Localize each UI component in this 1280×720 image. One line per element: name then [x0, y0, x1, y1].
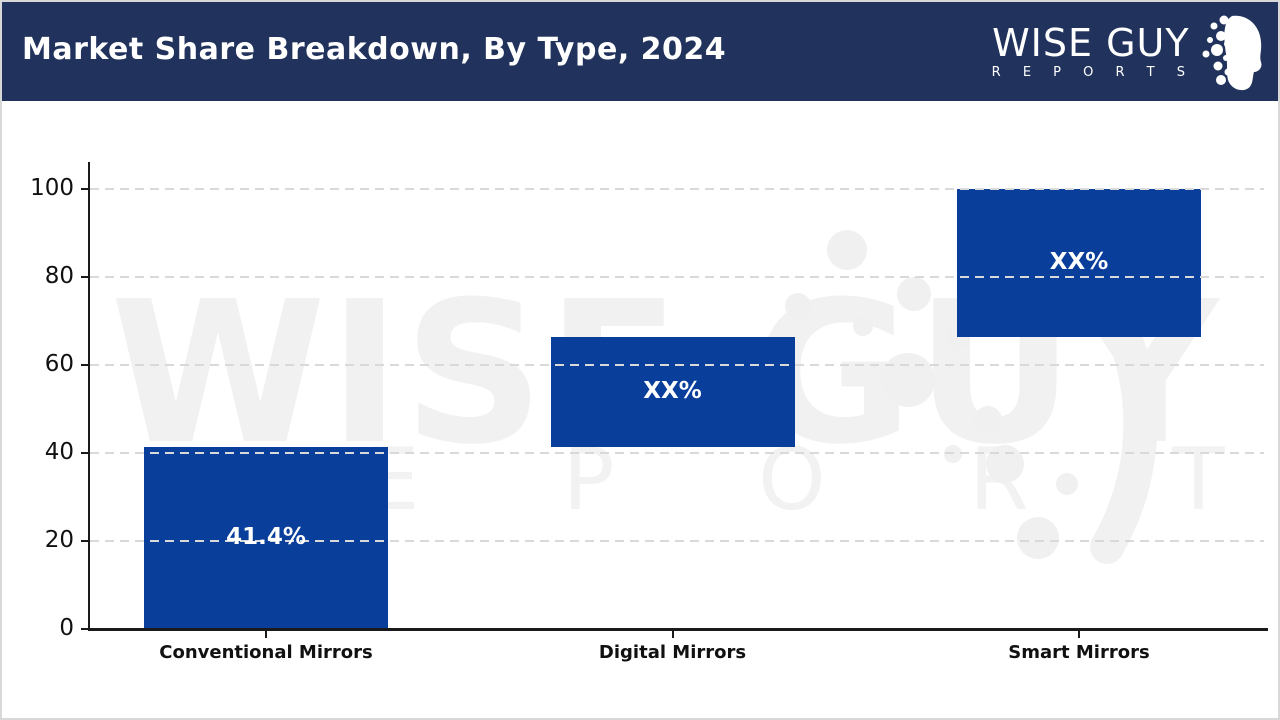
bar-value-label: XX%	[643, 378, 702, 405]
bar	[550, 337, 795, 447]
grid-line	[90, 452, 1264, 454]
y-tick-label: 40	[44, 439, 74, 465]
x-tick-label: Digital Mirrors	[598, 642, 747, 663]
y-axis-tick	[81, 364, 89, 366]
y-axis-tick	[81, 628, 89, 630]
brand-face-icon	[1202, 15, 1262, 91]
y-tick-label: 20	[44, 527, 74, 553]
grid-line	[90, 540, 1264, 542]
brand-subname: R E P O R T S	[991, 65, 1194, 80]
bar-value-label: XX%	[1049, 249, 1109, 276]
y-axis-line	[88, 162, 90, 630]
y-axis-tick	[81, 540, 89, 542]
grid-line	[90, 364, 1264, 366]
grid-line	[90, 188, 1264, 190]
x-tick-label: Conventional Mirrors	[159, 642, 373, 663]
y-axis-tick	[81, 452, 89, 454]
y-tick-label: 0	[59, 615, 74, 641]
bar	[144, 446, 388, 629]
x-axis-tick	[671, 630, 674, 638]
y-tick-label: 60	[44, 351, 74, 377]
y-tick-label: 100	[30, 175, 74, 201]
y-axis-tick	[81, 276, 89, 278]
brand-name: WISE GUY	[992, 21, 1190, 65]
brand-logo-text: WISE GUY R E P O R T S	[988, 24, 1194, 80]
y-axis-tick	[81, 188, 89, 190]
chart-title: Market Share Breakdown, By Type, 2024	[22, 32, 727, 67]
header-band: Market Share Breakdown, By Type, 2024 WI…	[2, 2, 1278, 101]
brand-logo: WISE GUY R E P O R T S	[988, 8, 1264, 96]
x-axis-tick	[265, 630, 267, 638]
grid-line	[90, 276, 1264, 278]
x-tick-label: Smart Mirrors	[1008, 642, 1150, 663]
x-axis-tick	[1078, 630, 1080, 638]
bar-value-label: 41.4%	[226, 523, 306, 550]
y-tick-label: 80	[44, 263, 74, 289]
bar	[957, 189, 1201, 338]
x-axis-line	[88, 628, 1268, 631]
